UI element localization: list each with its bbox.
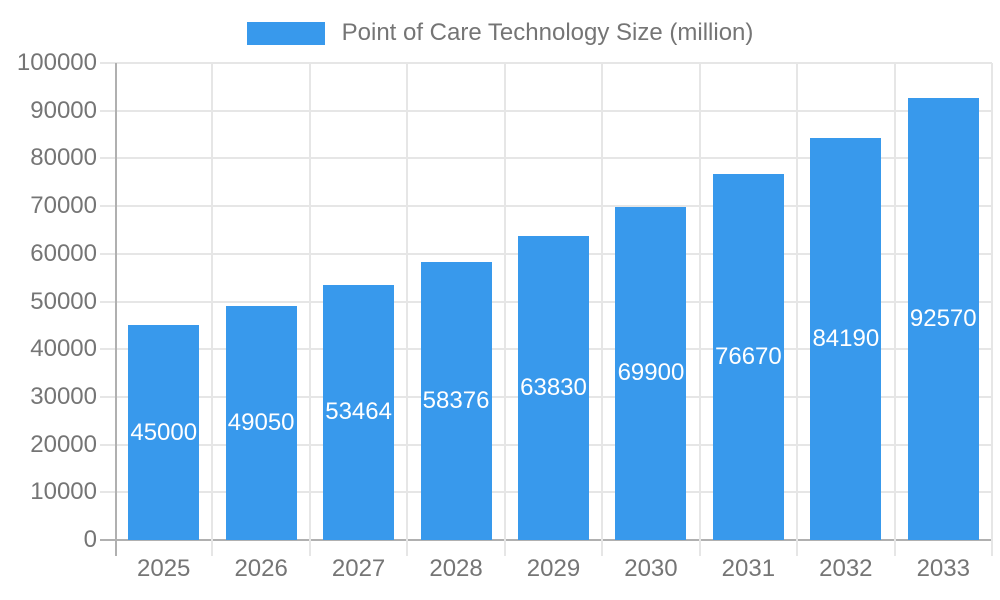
bar-value-label: 84190 [812,325,880,353]
bar-2033[interactable]: 92570 [907,98,979,540]
category-boundary-line [698,63,701,556]
y-tick-label-30000: 30000 [30,382,97,410]
y-tick-label-10000: 10000 [30,478,97,506]
gridline-80000 [100,157,992,160]
legend-label: Point of Care Technology Size (million) [341,19,754,46]
category-boundary-line [406,63,409,556]
bar-2030[interactable]: 69900 [615,206,687,540]
category-boundary-line [308,63,311,556]
y-axis-line [115,63,117,556]
bar-2028[interactable]: 58376 [420,261,492,540]
bar-value-label: 45000 [130,418,198,446]
chart-legend[interactable]: Point of Care Technology Size (million) [0,20,1000,46]
x-tick-label-2025: 2025 [137,555,191,582]
gridline-70000 [100,205,992,208]
legend-swatch-icon [246,21,325,45]
x-tick-label-2026: 2026 [234,555,288,582]
bar-2025[interactable]: 45000 [128,325,200,540]
x-axis-baseline [100,539,992,541]
x-tick-label-2032: 2032 [819,555,873,582]
gridline-90000 [100,109,992,112]
bar-2027[interactable]: 53464 [323,284,395,540]
y-tick-label-60000: 60000 [30,239,97,267]
x-tick-label-2028: 2028 [429,555,483,582]
bar-value-label: 53464 [325,398,392,426]
bar-value-label: 49050 [227,409,295,437]
y-tick-label-100000: 100000 [16,49,97,76]
bar-value-label: 63830 [520,373,587,401]
bar-value-label: 58376 [422,386,490,414]
y-axis-labels: 0 10000 20000 30000 40000 50000 60000 70000 8000… [0,50,97,553]
bar-2032[interactable]: 84190 [810,138,882,540]
y-tick-label-80000: 80000 [30,144,97,172]
x-tick-label-2033: 2033 [916,555,970,582]
x-tick-label-2030: 2030 [624,555,678,582]
category-boundary-line [796,63,799,556]
category-boundary-line [893,63,896,556]
x-tick-label-2029: 2029 [526,555,581,582]
y-tick-label-0: 0 [83,526,97,553]
y-tick-label-40000: 40000 [30,335,97,363]
category-boundary-line [991,63,993,556]
y-tick-label-20000: 20000 [30,430,97,458]
category-boundary-line [503,63,506,556]
y-tick-label-50000: 50000 [30,287,97,315]
bar-2031[interactable]: 76670 [712,174,784,540]
category-boundary-line [211,63,214,556]
bar-2026[interactable]: 49050 [225,306,297,540]
category-boundary-line [601,63,604,556]
gridline-100000 [100,62,992,64]
y-tick-label-90000: 90000 [30,96,97,124]
bar-value-label: 69900 [617,359,685,387]
x-axis-labels: 2025 2026 2027 2028 2029 2030 2031 2032 2033 [115,556,992,586]
x-tick-label-2031: 2031 [721,555,776,582]
x-tick-label-2027: 2027 [331,555,386,582]
bar-2029[interactable]: 63830 [518,235,589,540]
y-tick-label-70000: 70000 [30,192,97,220]
bar-value-label: 76670 [715,343,782,371]
plot-area: 45000 49050 53464 58376 63830 69900 76670 84190… [100,62,993,556]
bar-value-label: 92570 [909,305,977,333]
